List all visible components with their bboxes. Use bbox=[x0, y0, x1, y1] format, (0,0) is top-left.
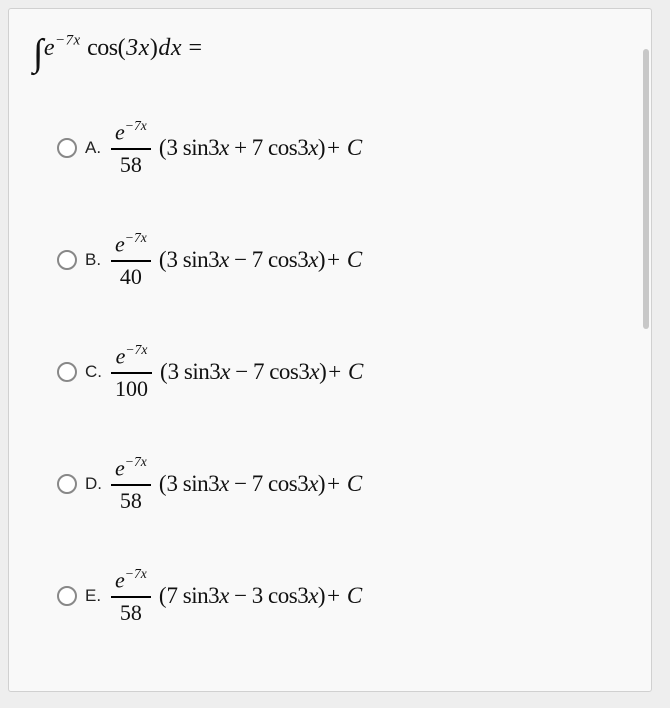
frac-denominator: 40 bbox=[116, 262, 146, 290]
option-formula: e−7x 58 (7 sin3x − 3 cos3x) + C bbox=[111, 566, 362, 625]
tail: + C bbox=[326, 471, 363, 497]
options-group: A. e−7x 58 (3 sin3x + 7 cos3x) + C B. e−… bbox=[27, 113, 633, 631]
paren-group: (7 sin3x − 3 cos3x) + C bbox=[159, 583, 362, 609]
option-d[interactable]: D. e−7x 58 (3 sin3x − 7 cos3x) + C bbox=[57, 449, 633, 519]
num-base: e bbox=[115, 120, 125, 145]
num-base: e bbox=[115, 568, 125, 593]
frac-denominator: 58 bbox=[116, 486, 146, 514]
body-text: 3 sin3x − 7 cos3x bbox=[167, 471, 318, 497]
num-exp: −7x bbox=[125, 454, 147, 469]
paren-close: ) bbox=[318, 135, 326, 161]
body-text: 3 sin3x − 7 cos3x bbox=[167, 247, 318, 273]
option-letter: B. bbox=[85, 250, 103, 270]
num-base: e bbox=[115, 232, 125, 257]
fraction: e−7x 58 bbox=[111, 566, 151, 625]
frac-numerator: e−7x bbox=[112, 342, 152, 372]
frac-denominator: 58 bbox=[116, 150, 146, 178]
arg: 3x bbox=[126, 35, 150, 61]
option-formula: e−7x 58 (3 sin3x + 7 cos3x) + C bbox=[111, 118, 362, 177]
option-letter: C. bbox=[85, 362, 103, 382]
frac-numerator: e−7x bbox=[111, 118, 151, 148]
body-text: 7 sin3x − 3 cos3x bbox=[167, 583, 318, 609]
dx: dx bbox=[158, 35, 182, 61]
frac-numerator: e−7x bbox=[111, 566, 151, 596]
option-formula: e−7x 100 (3 sin3x − 7 cos3x) + C bbox=[111, 342, 363, 401]
paren-open: ( bbox=[160, 359, 168, 385]
radio-b[interactable] bbox=[57, 250, 77, 270]
paren-open: ( bbox=[159, 583, 167, 609]
paren-group: (3 sin3x − 7 cos3x) + C bbox=[159, 247, 362, 273]
body-text: 3 sin3x − 7 cos3x bbox=[168, 359, 319, 385]
option-letter: D. bbox=[85, 474, 103, 494]
paren-open: ( bbox=[159, 135, 167, 161]
fraction: e−7x 58 bbox=[111, 454, 151, 513]
paren-close: ) bbox=[318, 247, 326, 273]
body-text: 3 sin3x + 7 cos3x bbox=[167, 135, 318, 161]
exp-power: −7x bbox=[55, 33, 81, 49]
num-exp: −7x bbox=[125, 566, 147, 581]
num-exp: −7x bbox=[125, 118, 147, 133]
paren-close: ) bbox=[318, 471, 326, 497]
fraction: e−7x 58 bbox=[111, 118, 151, 177]
paren-close: ) bbox=[319, 359, 327, 385]
option-formula: e−7x 58 (3 sin3x − 7 cos3x) + C bbox=[111, 454, 362, 513]
radio-d[interactable] bbox=[57, 474, 77, 494]
tail: + C bbox=[326, 247, 363, 273]
scrollbar-thumb[interactable] bbox=[643, 49, 649, 329]
cos-func: cos bbox=[87, 35, 118, 61]
frac-numerator: e−7x bbox=[111, 230, 151, 260]
num-exp: −7x bbox=[125, 230, 147, 245]
paren-group: (3 sin3x + 7 cos3x) + C bbox=[159, 135, 362, 161]
fraction: e−7x 100 bbox=[111, 342, 152, 401]
radio-a[interactable] bbox=[57, 138, 77, 158]
frac-denominator: 58 bbox=[116, 598, 146, 626]
num-base: e bbox=[115, 456, 125, 481]
question-card: ∫e−7x cos(3x)dx = A. e−7x 58 (3 sin3x + … bbox=[8, 8, 652, 692]
paren-open: ( bbox=[159, 247, 167, 273]
arg-open: ( bbox=[118, 35, 127, 61]
tail: + C bbox=[327, 359, 364, 385]
num-exp: −7x bbox=[125, 342, 147, 357]
radio-e[interactable] bbox=[57, 586, 77, 606]
frac-numerator: e−7x bbox=[111, 454, 151, 484]
tail: + C bbox=[326, 135, 363, 161]
option-letter: A. bbox=[85, 138, 103, 158]
paren-group: (3 sin3x − 7 cos3x) + C bbox=[160, 359, 363, 385]
option-b[interactable]: B. e−7x 40 (3 sin3x − 7 cos3x) + C bbox=[57, 225, 633, 295]
paren-open: ( bbox=[159, 471, 167, 497]
fraction: e−7x 40 bbox=[111, 230, 151, 289]
radio-c[interactable] bbox=[57, 362, 77, 382]
paren-close: ) bbox=[318, 583, 326, 609]
option-e[interactable]: E. e−7x 58 (7 sin3x − 3 cos3x) + C bbox=[57, 561, 633, 631]
question-text: ∫e−7x cos(3x)dx = bbox=[27, 31, 633, 75]
frac-denominator: 100 bbox=[111, 374, 152, 402]
tail: + C bbox=[326, 583, 363, 609]
integral-symbol: ∫ bbox=[33, 32, 44, 74]
option-letter: E. bbox=[85, 586, 103, 606]
equals: = bbox=[182, 35, 203, 61]
exp-base: e bbox=[44, 35, 55, 61]
option-formula: e−7x 40 (3 sin3x − 7 cos3x) + C bbox=[111, 230, 362, 289]
option-c[interactable]: C. e−7x 100 (3 sin3x − 7 cos3x) + C bbox=[57, 337, 633, 407]
paren-group: (3 sin3x − 7 cos3x) + C bbox=[159, 471, 362, 497]
option-a[interactable]: A. e−7x 58 (3 sin3x + 7 cos3x) + C bbox=[57, 113, 633, 183]
num-base: e bbox=[116, 344, 126, 369]
